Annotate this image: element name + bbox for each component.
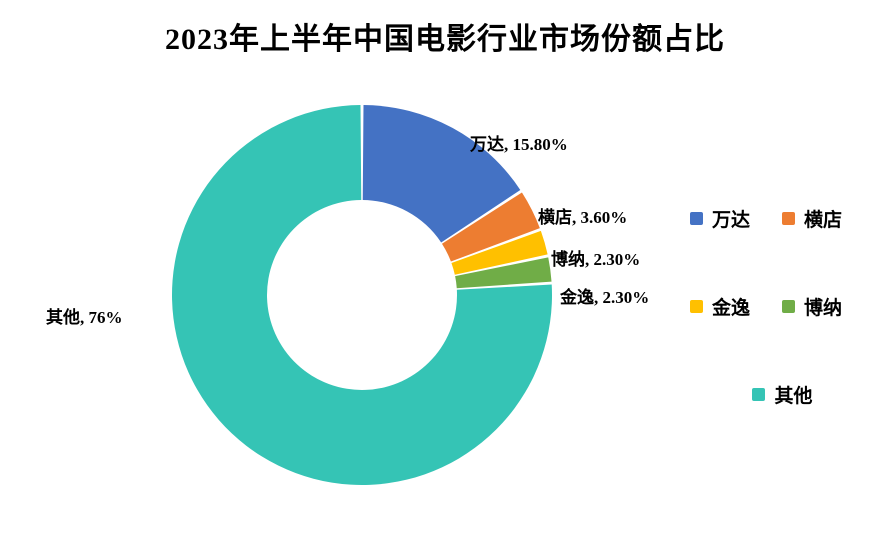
legend-swatch-icon-jinyi <box>690 299 703 313</box>
slice-label-jinyi: 金逸, 2.30% <box>560 288 650 307</box>
donut-chart-svg <box>172 105 553 485</box>
slice-hengdian <box>441 192 540 262</box>
slice-wanda <box>362 105 521 243</box>
donut-slices <box>172 105 553 485</box>
legend-row-3: 其他 <box>690 372 875 416</box>
legend-swatch-icon-bona <box>782 299 795 313</box>
legend-row-1: 万达 横店 <box>690 196 875 240</box>
legend-swatch-icon-other <box>752 387 766 401</box>
legend-label-bona: 博纳 <box>804 297 843 319</box>
slice-label-bona: 博纳, 2.30% <box>551 250 641 269</box>
donut-chart <box>162 95 562 495</box>
legend-swatch-icon-hengdian <box>782 211 795 225</box>
legend-row-2: 金逸 博纳 <box>690 284 875 328</box>
chart-legend: 万达 横店 金逸 博纳 其他 <box>690 196 875 416</box>
legend-item-other[interactable]: 其他 <box>690 381 875 408</box>
legend-item-hengdian[interactable]: 横店 <box>782 205 874 232</box>
slice-label-hengdian: 横店, 3.60% <box>538 208 628 227</box>
legend-item-jinyi[interactable]: 金逸 <box>690 293 782 320</box>
legend-item-wanda[interactable]: 万达 <box>690 205 782 232</box>
legend-label-hengdian: 横店 <box>804 209 843 231</box>
slice-bona <box>451 230 548 275</box>
legend-item-bona[interactable]: 博纳 <box>782 293 874 320</box>
slice-label-wanda: 万达, 15.80% <box>470 135 568 154</box>
legend-label-other: 其他 <box>774 385 813 407</box>
slice-label-other: 其他, 76% <box>46 308 123 327</box>
slice-other <box>172 105 553 485</box>
slice-jinyi <box>455 257 552 289</box>
chart-title: 2023年上半年中国电影行业市场份额占比 <box>165 23 725 56</box>
legend-label-wanda: 万达 <box>712 209 751 231</box>
legend-label-jinyi: 金逸 <box>712 297 751 319</box>
legend-swatch-icon-wanda <box>690 211 703 225</box>
